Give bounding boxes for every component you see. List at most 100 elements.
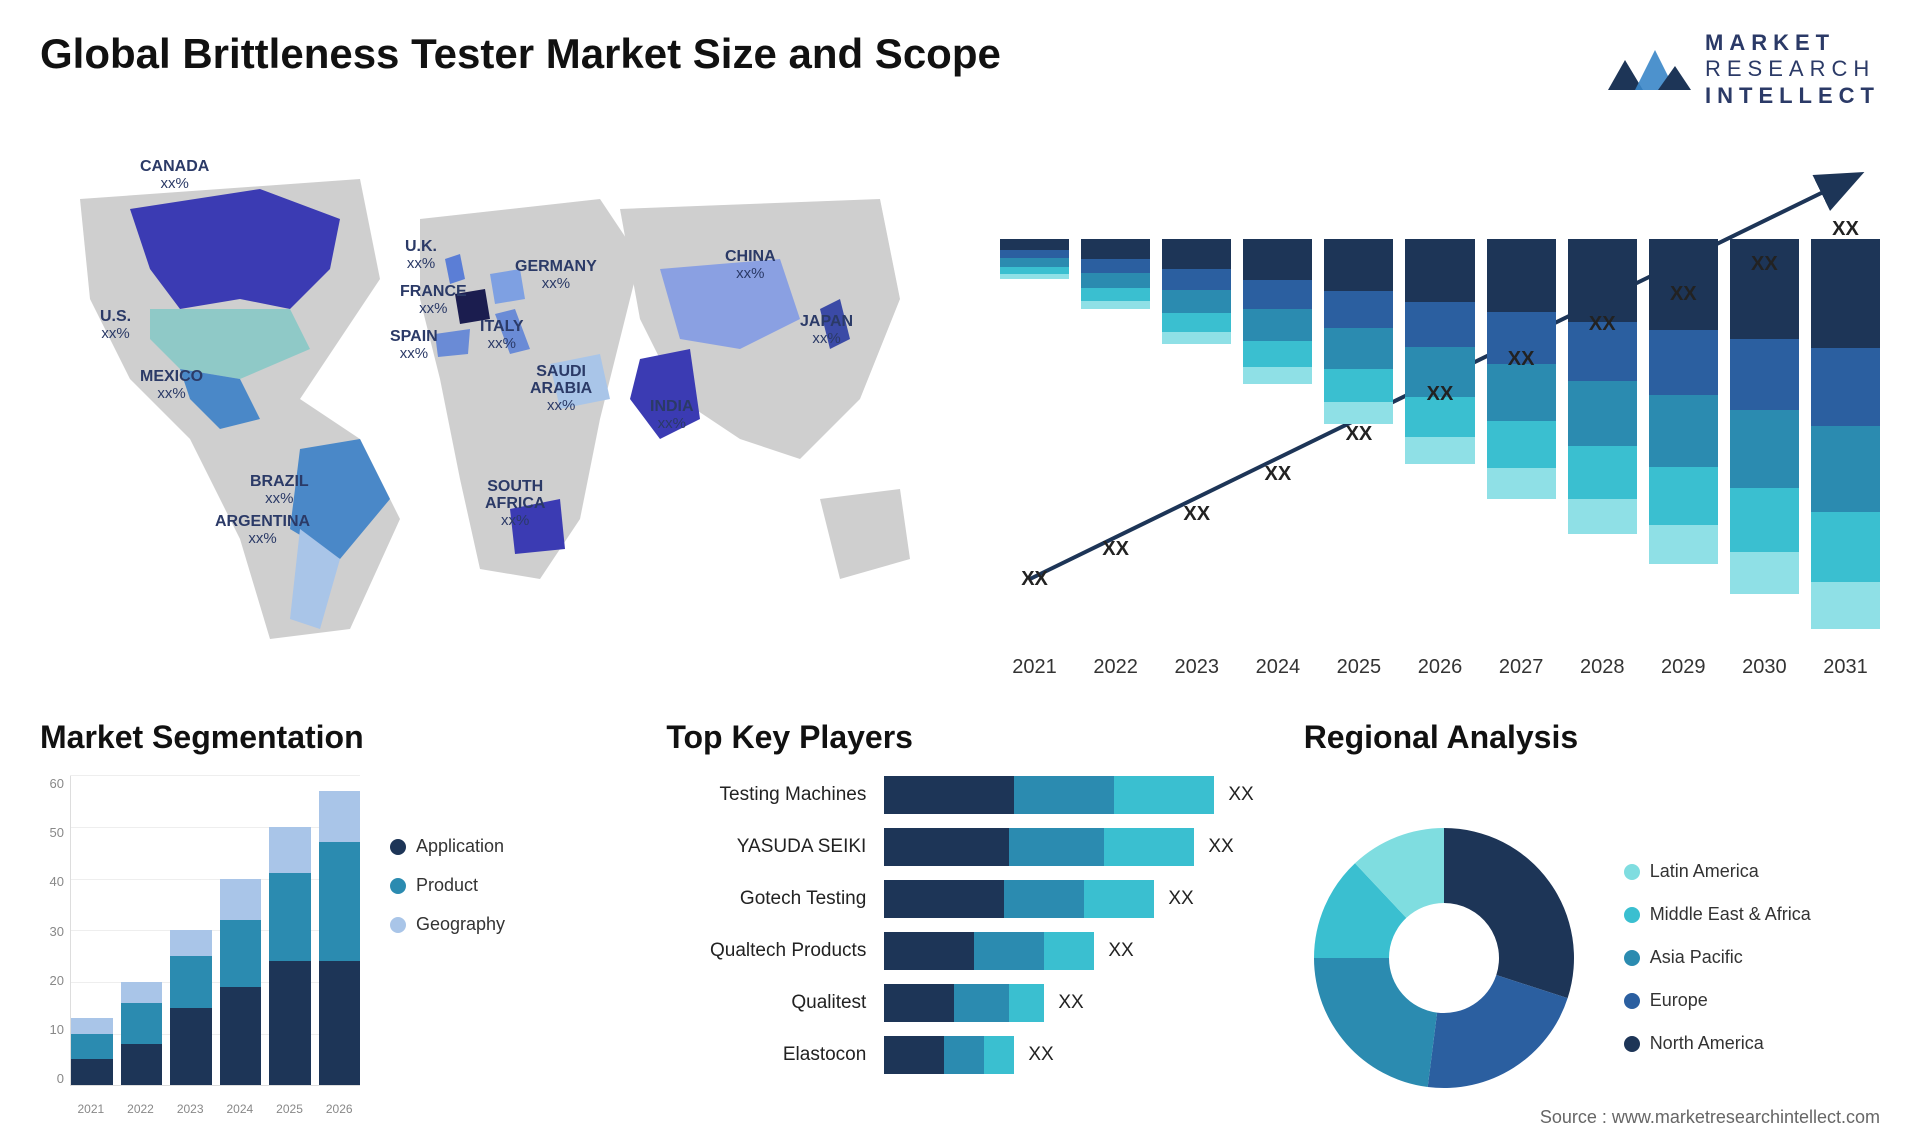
logo: MARKET RESEARCH INTELLECT [1603, 30, 1880, 109]
seg-xaxis-label: 2026 [318, 1102, 360, 1116]
growth-bar-label: XX [1427, 383, 1454, 406]
map-label-spain: SPAINxx% [390, 329, 438, 363]
seg-bar-2022 [121, 982, 163, 1085]
donut-slice [1444, 828, 1574, 998]
bottom-row: Market Segmentation 0102030405060 202120… [40, 719, 1880, 1139]
map-label-argentina: ARGENTINAxx% [215, 514, 310, 548]
growth-bar-2029: XX [1649, 239, 1718, 639]
growth-xaxis-label: 2025 [1324, 656, 1393, 679]
map-label-mexico: MEXICOxx% [140, 369, 203, 403]
growth-bar-2031: XX [1811, 239, 1880, 639]
growth-xaxis-label: 2023 [1162, 656, 1231, 679]
growth-bar-2026: XX [1405, 239, 1474, 639]
growth-bar-label: XX [1102, 538, 1129, 561]
growth-xaxis-label: 2026 [1405, 656, 1474, 679]
growth-bar-label: XX [1508, 348, 1535, 371]
players-section: Top Key Players Testing MachinesXXYASUDA… [666, 719, 1253, 1139]
player-row: Gotech TestingXX [666, 880, 1253, 918]
player-row: Testing Machines XX [666, 776, 1253, 814]
player-row: Qualitest XX [666, 984, 1253, 1022]
growth-bar-2028: XX [1568, 239, 1637, 639]
segmentation-chart: 0102030405060 202120222023202420252026 [40, 776, 360, 1116]
growth-bar-2024: XX [1243, 239, 1312, 639]
map-label-canada: CANADAxx% [140, 159, 209, 193]
map-label-italy: ITALYxx% [480, 319, 524, 353]
map-label-brazil: BRAZILxx% [250, 474, 309, 508]
player-value: XX [1108, 940, 1133, 962]
regional-title: Regional Analysis [1304, 719, 1880, 756]
growth-bar-2022: XX [1081, 239, 1150, 639]
growth-chart: XXXXXXXXXXXXXXXXXXXXXX 20212022202320242… [1000, 139, 1880, 679]
map-label-u-s-: U.S.xx% [100, 309, 131, 343]
seg-bar-2023 [170, 930, 212, 1085]
map-label-japan: JAPANxx% [800, 314, 853, 348]
page-title: Global Brittleness Tester Market Size an… [40, 30, 1001, 78]
growth-bar-label: XX [1264, 463, 1291, 486]
player-row: YASUDA SEIKIXX [666, 828, 1253, 866]
map-label-china: CHINAxx% [725, 249, 776, 283]
seg-legend-item: Product [390, 875, 505, 896]
growth-xaxis-label: 2021 [1000, 656, 1069, 679]
seg-bar-2025 [269, 827, 311, 1085]
growth-bar-2027: XX [1487, 239, 1556, 639]
player-name: Qualitest [666, 992, 866, 1014]
map-label-u-k-: U.K.xx% [405, 239, 437, 273]
growth-bar-label: XX [1751, 253, 1778, 276]
growth-bar-2021: XX [1000, 239, 1069, 639]
regional-legend-item: Asia Pacific [1624, 947, 1811, 968]
seg-ytick: 0 [40, 1071, 64, 1086]
segmentation-section: Market Segmentation 0102030405060 202120… [40, 719, 616, 1139]
regional-section: Regional Analysis Latin America Middle Ea… [1304, 719, 1880, 1139]
seg-legend-item: Geography [390, 914, 505, 935]
growth-xaxis-label: 2030 [1730, 656, 1799, 679]
donut-slice [1314, 958, 1437, 1087]
player-row: Qualtech Products XX [666, 932, 1253, 970]
player-name: Testing Machines [666, 784, 866, 806]
seg-ytick: 60 [40, 776, 64, 791]
growth-xaxis-label: 2024 [1243, 656, 1312, 679]
growth-bar-2030: XX [1730, 239, 1799, 639]
map-label-india: INDIAxx% [650, 399, 694, 433]
regional-legend-item: Middle East & Africa [1624, 904, 1811, 925]
map-label-south-africa: SOUTHAFRICAxx% [485, 479, 545, 529]
logo-line3: INTELLECT [1705, 83, 1880, 109]
growth-bar-label: XX [1832, 218, 1859, 241]
logo-icon [1603, 38, 1693, 102]
logo-line1: MARKET [1705, 30, 1880, 56]
regional-legend-item: Latin America [1624, 861, 1811, 882]
growth-bar-label: XX [1346, 423, 1373, 446]
logo-text: MARKET RESEARCH INTELLECT [1705, 30, 1880, 109]
header: Global Brittleness Tester Market Size an… [40, 30, 1880, 109]
seg-bar-2024 [220, 879, 262, 1086]
seg-ytick: 40 [40, 874, 64, 889]
growth-xaxis-label: 2031 [1811, 656, 1880, 679]
seg-bar-2021 [71, 1018, 113, 1085]
player-row: Elastocon XX [666, 1036, 1253, 1074]
player-name: Qualtech Products [666, 940, 866, 962]
regional-legend-item: Europe [1624, 990, 1811, 1011]
player-name: Elastocon [666, 1044, 866, 1066]
seg-ytick: 50 [40, 825, 64, 840]
player-name: YASUDA SEIKI [666, 836, 866, 858]
growth-xaxis-label: 2029 [1649, 656, 1718, 679]
growth-bar-label: XX [1589, 313, 1616, 336]
seg-ytick: 20 [40, 973, 64, 988]
player-value: XX [1028, 1044, 1053, 1066]
growth-bar-label: XX [1183, 503, 1210, 526]
donut-slice [1427, 975, 1567, 1088]
seg-xaxis-label: 2022 [120, 1102, 162, 1116]
source-text: Source : www.marketresearchintellect.com [1540, 1107, 1880, 1128]
segmentation-legend: ApplicationProductGeography [390, 776, 505, 1139]
seg-xaxis-label: 2021 [70, 1102, 112, 1116]
growth-xaxis-label: 2027 [1487, 656, 1556, 679]
player-value: XX [1168, 888, 1193, 910]
growth-xaxis-label: 2022 [1081, 656, 1150, 679]
growth-bar-2025: XX [1324, 239, 1393, 639]
logo-line2: RESEARCH [1705, 56, 1880, 82]
map-label-germany: GERMANYxx% [515, 259, 597, 293]
map-label-saudi-arabia: SAUDIARABIAxx% [530, 364, 592, 414]
player-value: XX [1058, 992, 1083, 1014]
growth-bar-2023: XX [1162, 239, 1231, 639]
seg-ytick: 30 [40, 924, 64, 939]
player-value: XX [1228, 784, 1253, 806]
